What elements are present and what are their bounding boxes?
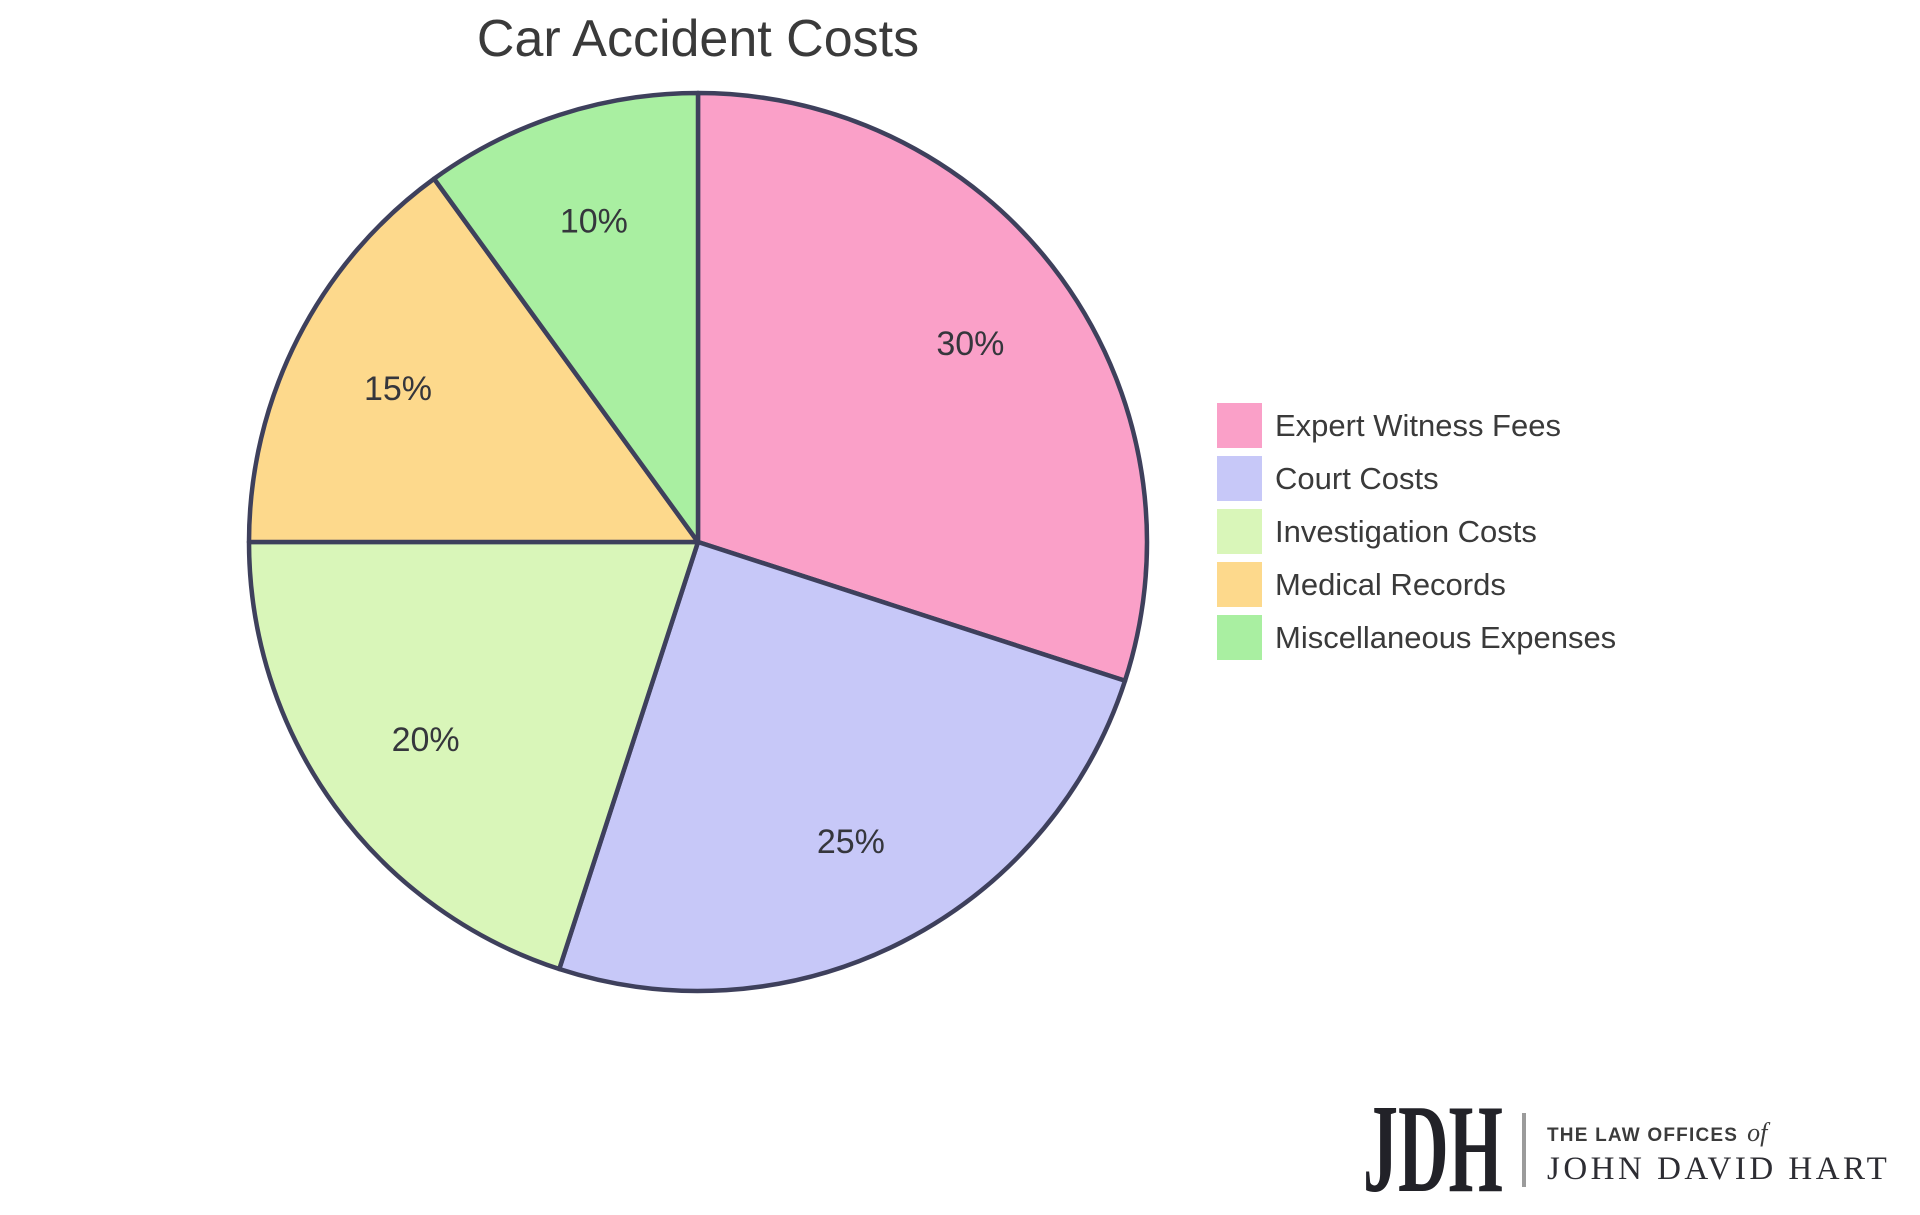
legend-item: Court Costs <box>1217 456 1616 501</box>
logo-tagline-prefix: THE LAW OFFICES <box>1547 1125 1739 1146</box>
legend-label: Investigation Costs <box>1275 513 1537 549</box>
logo-tagline: THE LAW OFFICES of <box>1547 1118 1890 1148</box>
logo-firm-name: JOHN DAVID HART <box>1547 1151 1891 1187</box>
legend-swatch <box>1217 562 1262 607</box>
legend-label: Medical Records <box>1275 566 1506 602</box>
pie-slice-expert-witness-fees <box>695 90 1150 683</box>
legend: Expert Witness Fees Court Costs Investigat… <box>1217 403 1616 668</box>
legend-swatch <box>1217 509 1262 554</box>
jdh-monogram-logo: JDH <box>1363 1103 1503 1197</box>
pie-slice-investigation-costs <box>246 539 701 972</box>
legend-label: Court Costs <box>1275 460 1439 496</box>
chart-title: Car Accident Costs <box>476 10 920 68</box>
legend-label: Miscellaneous Expenses <box>1275 619 1617 655</box>
legend-item: Medical Records <box>1217 562 1616 607</box>
jdh-monogram-text: JDH <box>1363 1103 1503 1197</box>
percent-label-expert-witness-fees: 30% <box>936 325 1004 363</box>
legend-label: Expert Witness Fees <box>1275 407 1561 443</box>
legend-swatch <box>1217 615 1262 660</box>
legend-swatch <box>1217 403 1262 448</box>
percent-label-investigation-costs: 20% <box>392 721 460 759</box>
pie-slice-court-costs <box>557 539 1128 994</box>
logo-divider <box>1522 1113 1526 1187</box>
percent-label-court-costs: 25% <box>817 823 885 861</box>
logo-tagline-of: of <box>1747 1118 1768 1147</box>
legend-swatch <box>1217 456 1262 501</box>
logo-text: THE LAW OFFICES of JOHN DAVID HART <box>1547 1112 1890 1188</box>
percent-label-medical-records: 15% <box>364 370 432 408</box>
legend-item: Miscellaneous Expenses <box>1217 615 1616 660</box>
brand-logo: JDH THE LAW OFFICES of JOHN DAVID HART <box>1363 1103 1890 1197</box>
percent-label-miscellaneous-expenses: 10% <box>560 203 628 241</box>
pie-slice-medical-records <box>246 176 701 545</box>
legend-item: Investigation Costs <box>1217 509 1616 554</box>
pie-slice-miscellaneous-expenses <box>431 90 701 545</box>
legend-item: Expert Witness Fees <box>1217 403 1616 448</box>
